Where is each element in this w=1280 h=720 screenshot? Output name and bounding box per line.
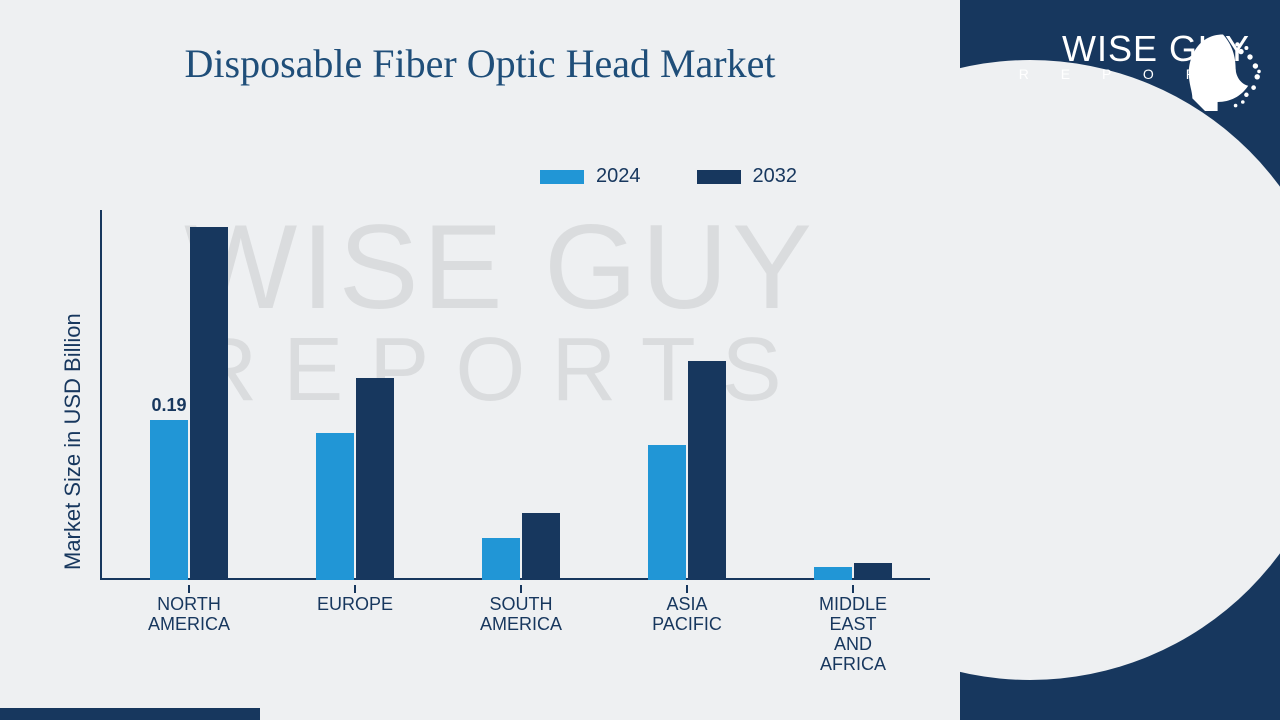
bar <box>482 538 520 580</box>
bar <box>150 420 188 580</box>
x-category-label: ASIAPACIFIC <box>612 594 762 634</box>
bar <box>814 567 852 580</box>
legend-item-2024: 2024 <box>540 165 641 188</box>
x-category-label: SOUTHAMERICA <box>446 594 596 634</box>
bar <box>316 433 354 580</box>
x-category-label: EUROPE <box>280 594 430 614</box>
footer-accent-bar <box>0 708 260 720</box>
x-category-label: NORTHAMERICA <box>114 594 264 634</box>
bar <box>854 563 892 580</box>
y-axis-line <box>100 210 102 580</box>
x-tick <box>852 585 854 593</box>
x-tick <box>686 585 688 593</box>
x-tick <box>188 585 190 593</box>
y-axis-label: Market Size in USD Billion <box>60 313 86 570</box>
plot-area: NORTHAMERICAEUROPESOUTHAMERICAASIAPACIFI… <box>100 210 930 580</box>
legend-label: 2024 <box>596 165 641 188</box>
bar <box>688 361 726 580</box>
legend-swatch-icon <box>697 170 741 184</box>
bar <box>522 513 560 580</box>
legend-item-2032: 2032 <box>697 165 798 188</box>
chart-title: Disposable Fiber Optic Head Market <box>0 40 960 87</box>
x-category-label: MIDDLEEASTANDAFRICA <box>778 594 928 675</box>
bar-value-label: 0.19 <box>144 395 194 416</box>
brand-head-icon <box>1178 30 1268 120</box>
x-tick <box>354 585 356 593</box>
bar <box>190 227 228 580</box>
legend-swatch-icon <box>540 170 584 184</box>
legend-label: 2032 <box>753 165 798 188</box>
bar <box>648 445 686 580</box>
chart-card: WISE GUY R E P O R T S Disposable Fiber … <box>0 0 1280 720</box>
x-tick <box>520 585 522 593</box>
legend: 2024 2032 <box>540 165 797 188</box>
bar <box>356 378 394 580</box>
